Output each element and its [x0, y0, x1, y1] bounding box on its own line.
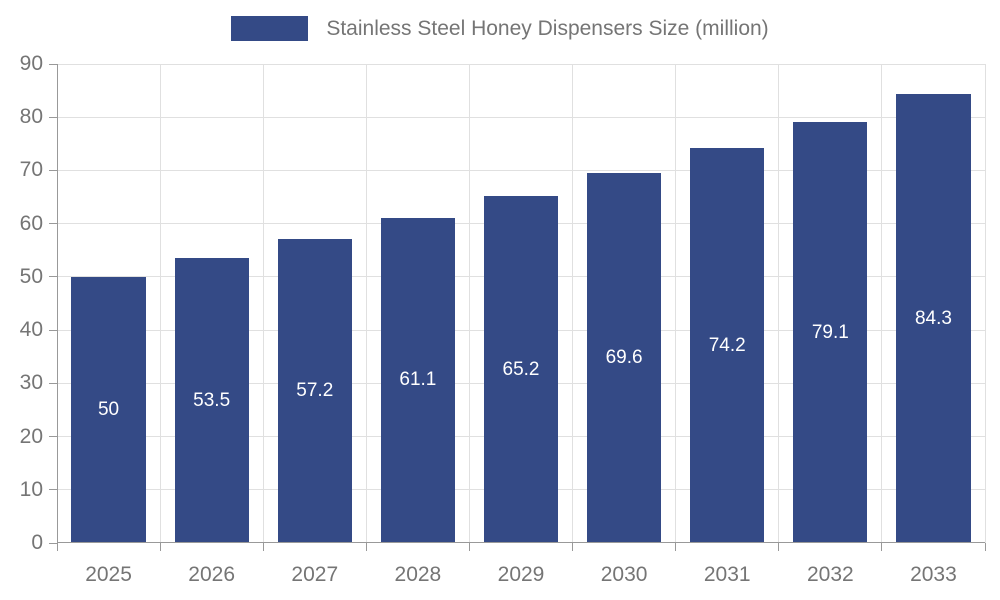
y-axis-tick: [49, 436, 57, 438]
gridline-horizontal: [57, 63, 985, 65]
y-axis-label: 0: [31, 531, 43, 554]
x-axis-line: [57, 542, 985, 543]
y-axis-tick: [49, 382, 57, 384]
y-axis-tick: [49, 116, 57, 118]
legend-swatch: [231, 16, 309, 41]
x-axis-label-2031: 2031: [703, 563, 751, 586]
x-axis-tick: [572, 543, 574, 551]
bar-2030: 69.6: [586, 172, 662, 543]
legend-label: Stainless Steel Honey Dispensers Size (m…: [326, 16, 769, 40]
x-axis-tick: [675, 543, 677, 551]
x-axis-tick: [262, 543, 264, 551]
x-axis-tick: [984, 543, 986, 551]
gridline-vertical: [572, 64, 574, 543]
x-axis-label-2025: 2025: [85, 563, 132, 586]
bar-2031: 74.2: [690, 148, 765, 543]
y-axis-tick: [49, 542, 57, 544]
y-axis-label: 20: [19, 424, 43, 448]
y-axis-tick: [49, 63, 57, 65]
x-axis-label-2029: 2029: [497, 563, 545, 586]
gridline-vertical: [365, 64, 367, 543]
bar-2025: 50: [71, 276, 146, 543]
bar-value-label: 53.5: [193, 389, 231, 411]
bar-2029: 65.2: [483, 196, 559, 543]
y-axis-tick: [49, 329, 57, 331]
y-axis-label: 40: [19, 318, 43, 342]
bar-2027: 57.2: [277, 238, 352, 543]
gridline-horizontal: [57, 169, 985, 171]
gridline-vertical: [881, 64, 883, 543]
bar-2026: 53.5: [174, 258, 249, 543]
bar-2032: 79.1: [793, 122, 868, 543]
bar-2028: 61.1: [380, 217, 455, 543]
y-axis-label: 60: [19, 211, 43, 235]
gridline-vertical: [468, 64, 470, 543]
bar-value-label: 79.1: [811, 321, 849, 343]
bar-value-label: 50: [97, 398, 120, 420]
y-axis-tick: [49, 489, 57, 491]
gridline-horizontal: [57, 116, 985, 118]
x-axis-label-2032: 2032: [806, 563, 854, 586]
x-axis-label-2026: 2026: [188, 563, 236, 586]
x-axis-label-2030: 2030: [600, 563, 648, 586]
x-axis-tick: [468, 543, 470, 551]
x-axis-label-2027: 2027: [291, 563, 339, 586]
y-axis-tick: [49, 169, 57, 171]
gridline-vertical: [262, 64, 264, 543]
bar-value-label: 57.2: [296, 379, 334, 401]
y-axis-label: 90: [19, 52, 43, 75]
y-axis-line: [57, 64, 58, 543]
bar-value-label: 65.2: [502, 358, 540, 380]
gridline-vertical: [778, 64, 780, 543]
y-axis-label: 70: [19, 158, 43, 182]
y-axis-label: 10: [19, 477, 43, 501]
x-axis-label-2033: 2033: [910, 563, 957, 586]
x-axis-tick: [365, 543, 367, 551]
bar-value-label: 84.3: [914, 307, 952, 329]
y-axis-label: 80: [19, 105, 43, 129]
bar-value-label: 74.2: [708, 334, 746, 356]
x-axis-tick: [159, 543, 161, 551]
gridline-vertical: [159, 64, 161, 543]
y-axis-label: 30: [19, 371, 43, 395]
legend-item[interactable]: Stainless Steel Honey Dispensers Size (m…: [0, 16, 1000, 41]
gridline-vertical: [984, 64, 986, 543]
x-axis-tick: [56, 543, 58, 551]
x-axis-tick: [778, 543, 780, 551]
plot-area: 0 10 20 30 40 50 60 70 80 90 2025 2026 2027 2028 2029 2…: [20, 52, 986, 586]
gridline-vertical: [675, 64, 677, 543]
bar-2033: 84.3: [896, 94, 971, 543]
x-axis-label-2028: 2028: [394, 563, 442, 586]
bar-value-label: 61.1: [399, 369, 437, 391]
y-axis-label: 50: [19, 264, 43, 288]
bar-value-label: 69.6: [605, 346, 643, 368]
x-axis-tick: [881, 543, 883, 551]
y-axis-tick: [49, 276, 57, 278]
y-axis-tick: [49, 223, 57, 225]
